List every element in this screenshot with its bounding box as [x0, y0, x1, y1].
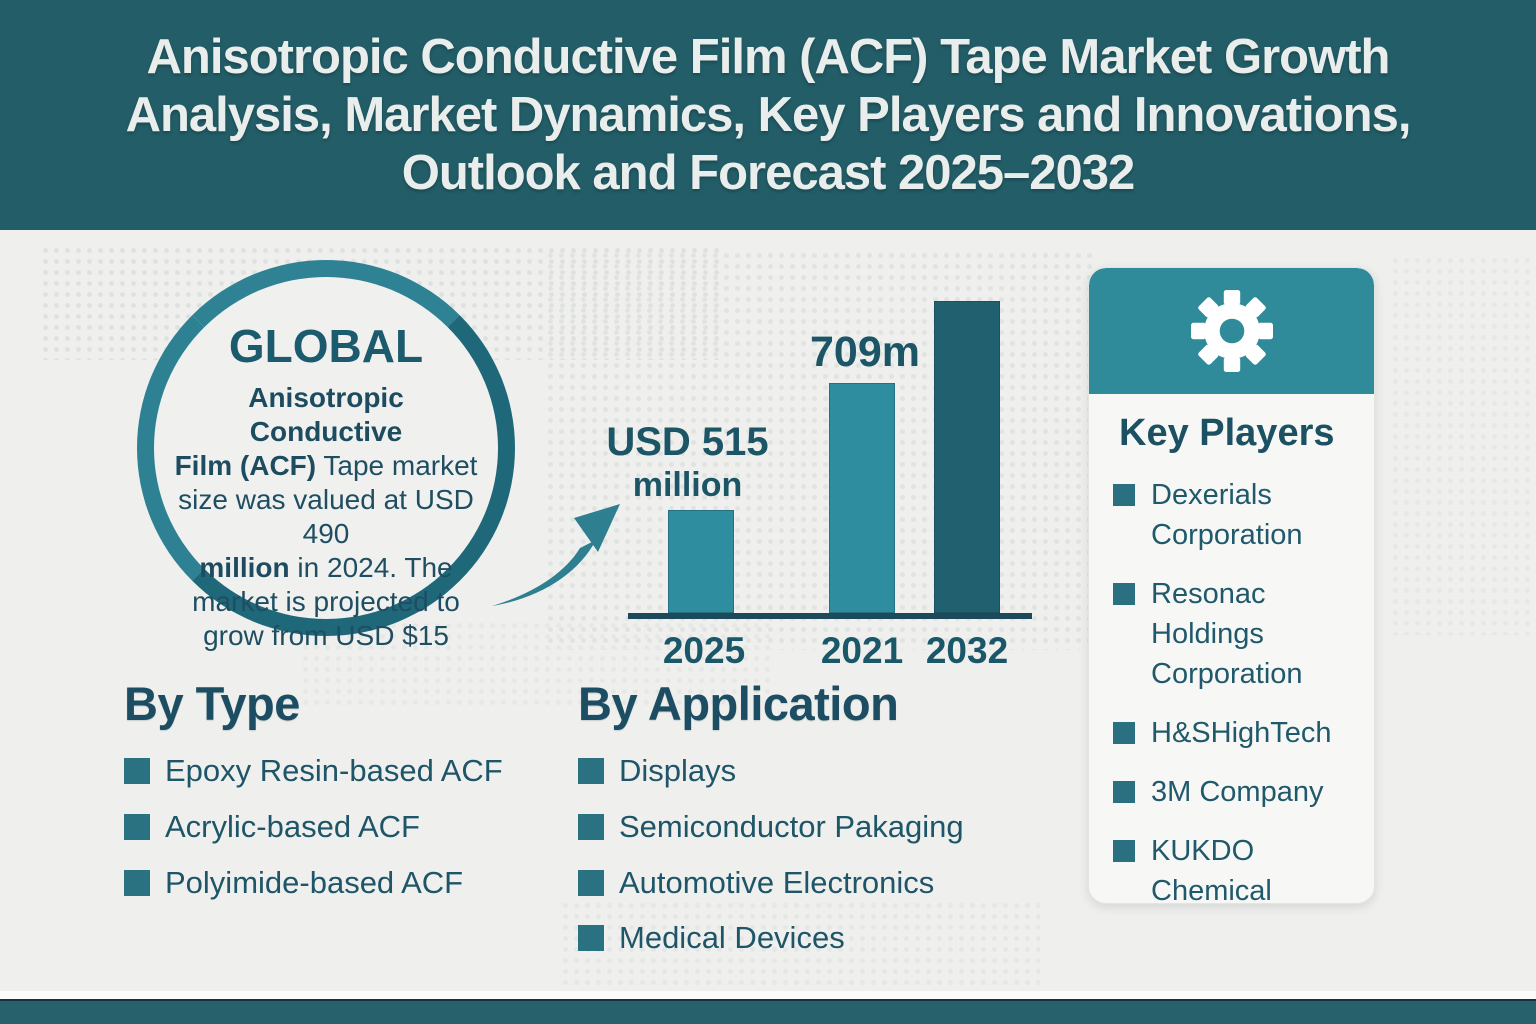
- list-item: H&SHighTech: [1113, 713, 1356, 753]
- key-players-heading: Key Players: [1119, 412, 1335, 454]
- key-players-card-header: [1089, 268, 1374, 394]
- key-players-card-body: Key Players Dexerials Corporation Resona…: [1089, 394, 1374, 903]
- list-item: Polyimide-based ACF: [124, 865, 463, 901]
- title-line-1: Anisotropic Conductive Film (ACF) Tape M…: [146, 30, 1391, 84]
- circle-line1: Anisotropic Conductive: [248, 382, 404, 447]
- list-item: Epoxy Resin-based ACF: [124, 753, 503, 789]
- list-item: 3M Company: [1113, 772, 1356, 812]
- bar-2032: [934, 301, 1000, 613]
- square-bullet-icon: [124, 814, 150, 840]
- axis-label-2032: 2032: [925, 630, 1009, 671]
- list-item: Dexerials Corporation: [1113, 475, 1356, 555]
- circle-title: GLOBAL: [228, 320, 424, 372]
- gear-icon: [1190, 290, 1273, 372]
- list-item: Acrylic-based ACF: [124, 809, 420, 845]
- bar-2025: [668, 510, 734, 613]
- square-bullet-icon: [1113, 722, 1135, 744]
- global-summary-circle: GLOBAL Anisotropic Conductive Film (ACF)…: [137, 260, 515, 651]
- square-bullet-icon: [1113, 781, 1135, 803]
- list-item: Semiconductor Pakaging: [578, 809, 964, 845]
- axis-label-2025: 2025: [662, 630, 746, 671]
- by-type-heading: By Type: [124, 677, 300, 730]
- circle-body-text: Anisotropic Conductive Film (ACF) Tape m…: [170, 381, 482, 653]
- square-bullet-icon: [1113, 484, 1135, 506]
- square-bullet-icon: [578, 758, 604, 784]
- title-line-3: Outlook and Forecast 2025–2032: [401, 146, 1136, 200]
- bar-2021: [829, 383, 895, 613]
- circle-line4-bold: million: [199, 552, 290, 583]
- value-label-709m: 709m: [810, 328, 920, 376]
- square-bullet-icon: [578, 814, 604, 840]
- circle-line6: grow from USD $15: [203, 620, 449, 651]
- square-bullet-icon: [124, 758, 150, 784]
- footer-bar: [0, 1001, 1536, 1024]
- circle-line3: size was valued at USD 490: [178, 484, 474, 549]
- footer-divider-line: [0, 999, 1536, 1001]
- square-bullet-icon: [1113, 840, 1135, 862]
- value-label-515: USD 515 million: [606, 420, 769, 504]
- circle-line2-rest: Tape market: [316, 450, 478, 481]
- chart-baseline: [628, 613, 1032, 619]
- list-item: KUKDO Chemical: [1113, 831, 1356, 903]
- circle-line5: market is projected to: [192, 586, 460, 617]
- square-bullet-icon: [578, 870, 604, 896]
- square-bullet-icon: [124, 870, 150, 896]
- list-item: Automotive Electronics: [578, 865, 934, 901]
- by-application-heading: By Application: [578, 677, 899, 730]
- axis-label-2021: 2021: [820, 630, 904, 671]
- header-banner: Anisotropic Conductive Film (ACF) Tape M…: [0, 0, 1536, 230]
- list-item: Medical Devices: [578, 920, 845, 956]
- circle-line2-bold: Film (ACF): [174, 450, 317, 481]
- list-item: Displays: [578, 753, 736, 789]
- circle-line4-rest: in 2024. The: [289, 552, 453, 583]
- square-bullet-icon: [1113, 583, 1135, 605]
- list-item: Resonac Holdings Corporation: [1113, 574, 1356, 694]
- world-map-dots: [1390, 255, 1530, 635]
- square-bullet-icon: [578, 925, 604, 951]
- key-players-card: Key Players Dexerials Corporation Resona…: [1088, 267, 1375, 904]
- title-line-2: Analysis, Market Dynamics, Key Players a…: [125, 88, 1412, 142]
- growth-arrow-icon: [492, 504, 620, 606]
- footer-highlight-strip: [0, 991, 1536, 999]
